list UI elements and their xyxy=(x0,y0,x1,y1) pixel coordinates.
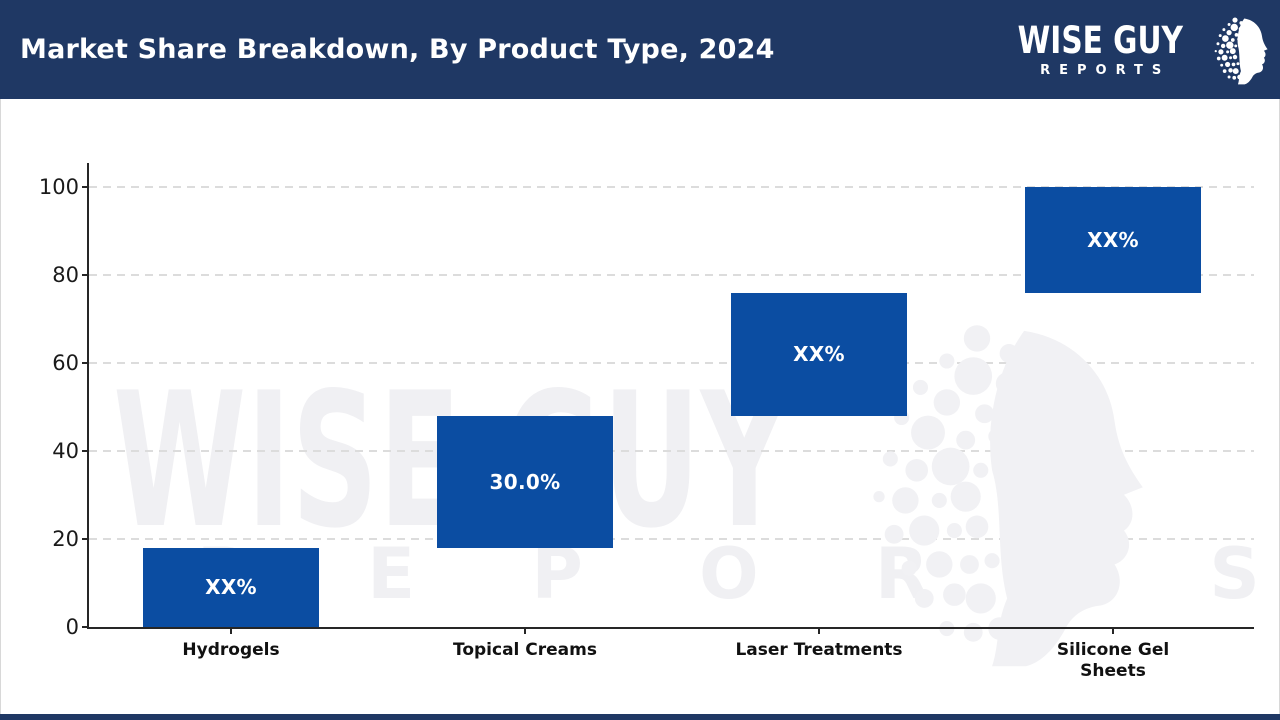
logo-text: WISE GUY REPORTS xyxy=(997,22,1204,78)
logo-subtitle: REPORTS xyxy=(1040,63,1171,78)
x-tick-0 xyxy=(230,627,232,634)
x-tick-2 xyxy=(818,627,820,634)
category-label-2: Laser Treatments xyxy=(735,640,903,660)
category-label-0: Hydrogels xyxy=(182,640,280,660)
y-tick-label-20: 20 xyxy=(52,527,79,551)
x-tick-3 xyxy=(1112,627,1114,634)
y-tick-100 xyxy=(82,186,89,188)
bar-value-label: XX% xyxy=(1087,227,1139,252)
footer-bar xyxy=(0,714,1280,720)
gridline-80 xyxy=(89,274,1254,276)
category-label-1: Topical Creams xyxy=(452,640,597,660)
y-tick-60 xyxy=(82,362,89,364)
bar-value-label: XX% xyxy=(793,342,845,367)
y-tick-label-100: 100 xyxy=(38,175,79,199)
bar-laser-treatments: XX% xyxy=(731,292,907,416)
bar-topical-creams: 30.0% xyxy=(437,415,613,548)
gridline-100 xyxy=(89,186,1254,188)
y-tick-80 xyxy=(82,274,89,276)
logo-wordmark: WISE GUY xyxy=(1018,19,1184,62)
bar-value-label: 30.0% xyxy=(489,469,561,494)
x-axis xyxy=(87,627,1254,629)
y-tick-label-0: 0 xyxy=(65,615,79,639)
gridline-40 xyxy=(89,450,1254,452)
chart-area: WISE GUY R E P O R T S 0 20 40 60 80 100 XX% Hy… xyxy=(0,99,1280,714)
logo-face-icon xyxy=(1198,7,1272,93)
y-tick-20 xyxy=(82,538,89,540)
y-axis xyxy=(87,163,89,629)
y-tick-0 xyxy=(82,626,89,628)
bar-hydrogels: XX% xyxy=(143,547,319,627)
bar-value-label: XX% xyxy=(205,575,257,600)
y-tick-label-80: 80 xyxy=(52,263,79,287)
gridline-60 xyxy=(89,362,1254,364)
y-tick-label-60: 60 xyxy=(52,351,79,375)
header-bar: Market Share Breakdown, By Product Type,… xyxy=(0,0,1280,99)
wise-guy-logo: WISE GUY REPORTS xyxy=(997,5,1272,95)
y-tick-40 xyxy=(82,450,89,452)
bar-silicone-gel-sheets: XX% xyxy=(1025,187,1201,293)
y-tick-label-40: 40 xyxy=(52,439,79,463)
category-label-3: Silicone Gel Sheets xyxy=(1056,640,1170,681)
chart-title: Market Share Breakdown, By Product Type,… xyxy=(20,34,775,65)
x-tick-1 xyxy=(524,627,526,634)
gridline-20 xyxy=(89,538,1254,540)
